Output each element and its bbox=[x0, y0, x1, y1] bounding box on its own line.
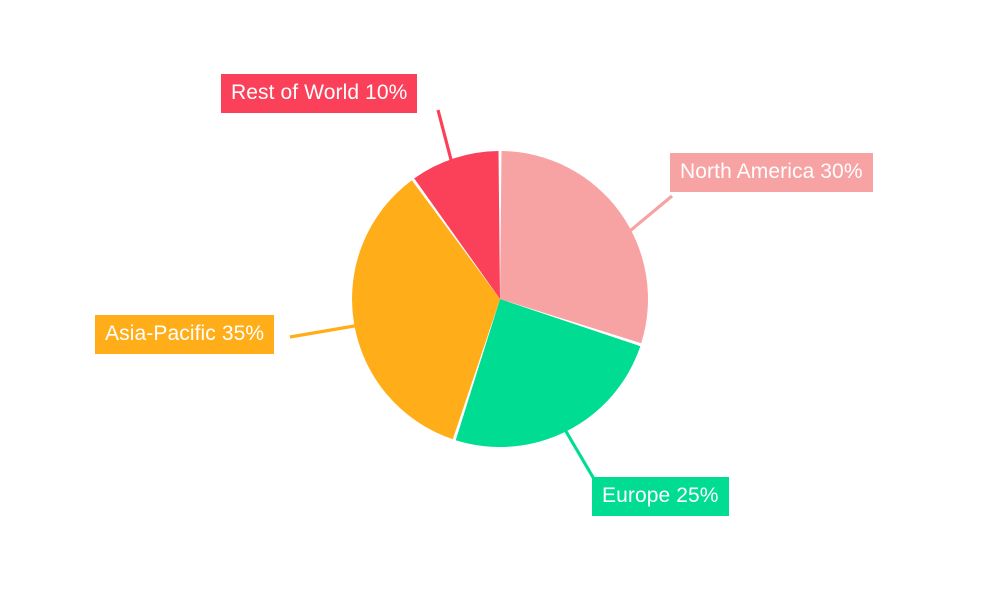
pie-wedges bbox=[352, 151, 648, 447]
slice-label-rest-of-world-text: Rest of World 10% bbox=[231, 81, 408, 104]
wedge-north-america[interactable] bbox=[500, 151, 648, 344]
slice-label-europe-text: Europe 25% bbox=[602, 484, 719, 507]
slice-label-asia-pacific[interactable]: Asia-Pacific 35% bbox=[95, 315, 275, 354]
wedge-europe[interactable] bbox=[455, 299, 641, 447]
slice-label-rest-of-world[interactable]: Rest of World 10% bbox=[221, 74, 418, 113]
leader-line-europe bbox=[562, 427, 596, 480]
slice-label-europe[interactable]: Europe 25% bbox=[592, 477, 729, 516]
leader-line-asia-pacific bbox=[289, 323, 361, 339]
wedge-rest-of-world[interactable] bbox=[414, 151, 500, 299]
slice-label-north-america[interactable]: North America 30% bbox=[670, 153, 873, 192]
slice-label-north-america-text: North America 30% bbox=[680, 160, 863, 183]
slice-label-asia-pacific-text: Asia-Pacific 35% bbox=[105, 322, 265, 345]
wedge-asia-pacific[interactable] bbox=[352, 180, 500, 440]
